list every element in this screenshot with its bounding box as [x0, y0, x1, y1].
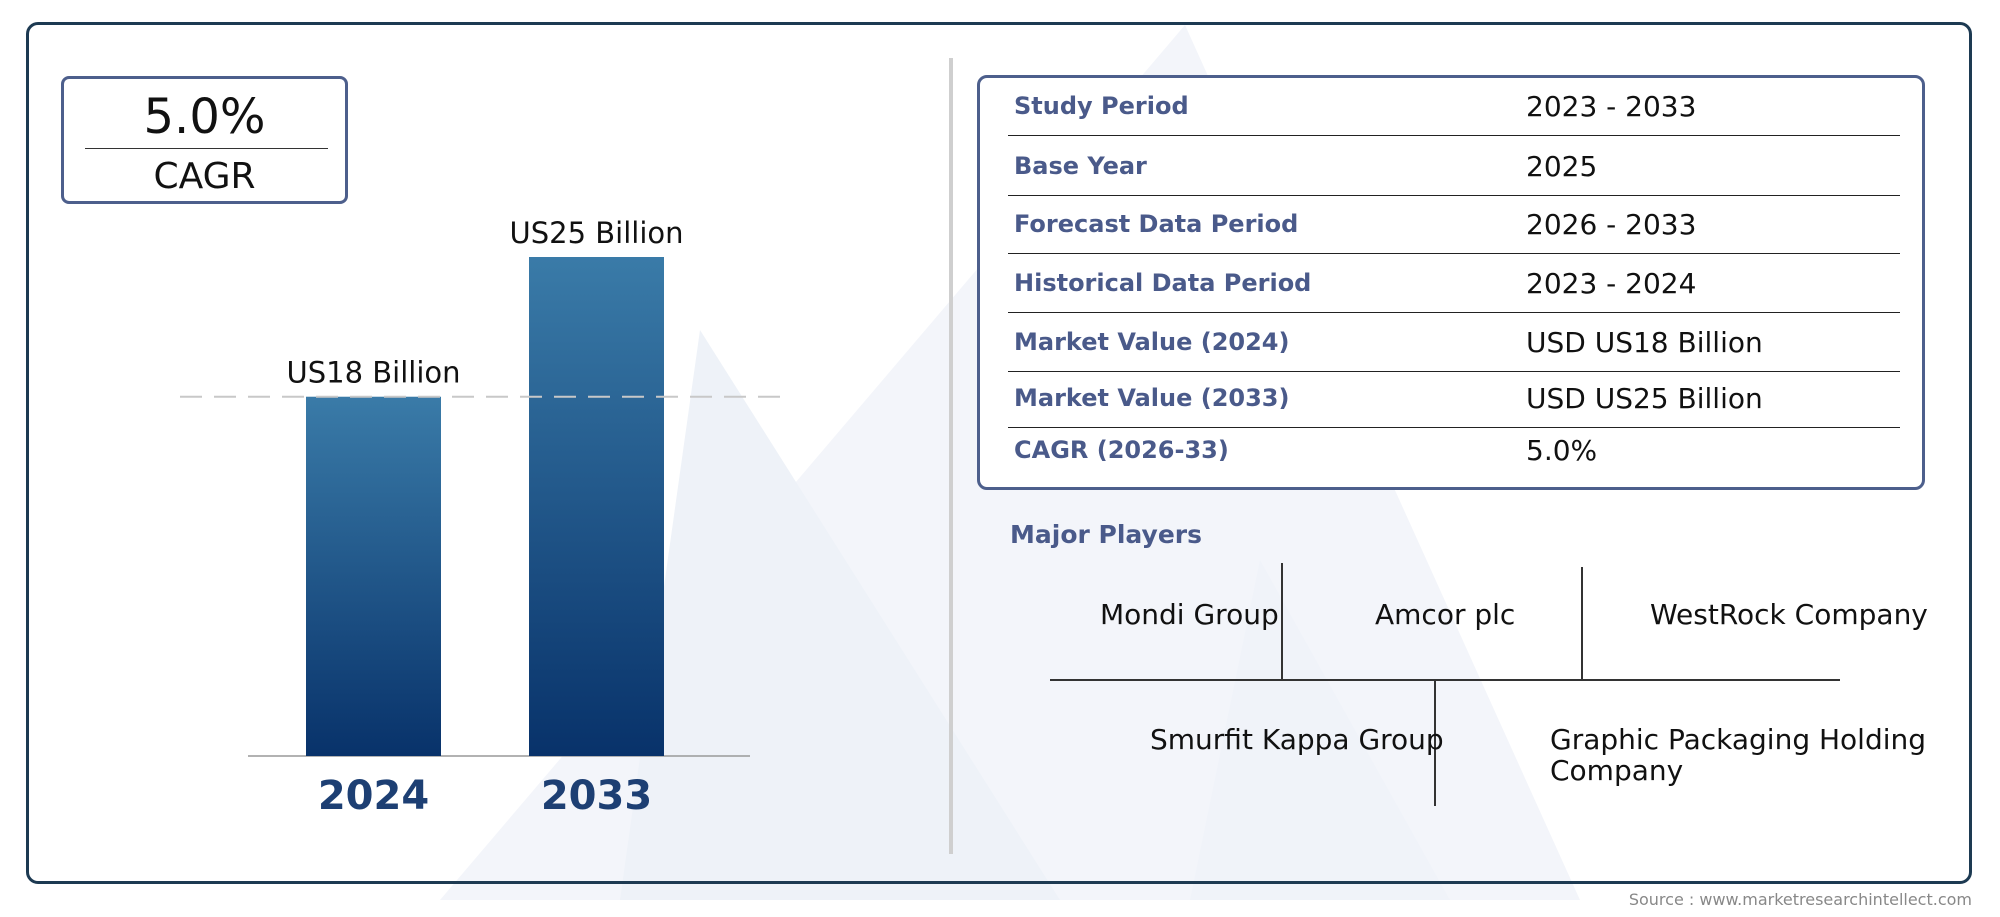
player-smurfit-kappa-group: Smurfit Kappa Group	[1150, 723, 1444, 756]
player-divider	[1581, 567, 1583, 679]
bar-value-label: US25 Billion	[510, 216, 684, 250]
info-row-key: Base Year	[1014, 152, 1147, 180]
player-mondi-group: Mondi Group	[1100, 598, 1279, 631]
info-row-key: Market Value (2024)	[1014, 328, 1290, 356]
bar-chart: US18 Billion 2024 US25 Billion 2033	[180, 216, 790, 819]
info-row: Market Value (2033) USD US25 Billion	[1008, 370, 1900, 428]
info-row-key: Forecast Data Period	[1014, 210, 1299, 238]
bar-2033	[529, 257, 664, 756]
info-row-key: Study Period	[1014, 92, 1189, 120]
section-divider	[949, 58, 953, 854]
bar-2024	[306, 396, 441, 756]
cagr-divider	[85, 148, 328, 149]
player-divider	[1434, 680, 1436, 806]
info-row: Market Value (2024) USD US18 Billion	[1008, 314, 1900, 372]
player-row-divider	[1050, 679, 1840, 681]
cagr-value: 5.0%	[143, 89, 266, 145]
info-row-key: Market Value (2033)	[1014, 384, 1290, 412]
source-attribution: Source : www.marketresearchintellect.com	[1628, 890, 1972, 909]
info-row-key: CAGR (2026-33)	[1014, 436, 1229, 464]
info-row: Study Period 2023 - 2033	[1008, 78, 1900, 136]
info-row-value: USD US18 Billion	[1526, 326, 1763, 359]
market-info-table: Study Period 2023 - 2033 Base Year 2025 Fore…	[977, 75, 1925, 490]
bar-value-label: US18 Billion	[287, 356, 461, 390]
info-row: Base Year 2025	[1008, 138, 1900, 196]
cagr-summary-box: 5.0% CAGR	[61, 76, 348, 204]
info-row: CAGR (2026-33) 5.0%	[1008, 422, 1900, 479]
info-row-key: Historical Data Period	[1014, 269, 1312, 297]
major-players-title: Major Players	[1010, 520, 1202, 549]
player-amcor-plc: Amcor plc	[1375, 598, 1516, 631]
category-label: 2024	[318, 773, 429, 819]
info-row-value: 2025	[1526, 150, 1598, 183]
info-row-value: 2023 - 2024	[1526, 267, 1697, 300]
player-divider	[1281, 563, 1283, 679]
player-westrock-company: WestRock Company	[1650, 598, 1928, 631]
cagr-label: CAGR	[153, 156, 256, 197]
info-row-value: 2023 - 2033	[1526, 90, 1697, 123]
info-row-value: 2026 - 2033	[1526, 208, 1697, 241]
info-row: Historical Data Period 2023 - 2024	[1008, 255, 1900, 313]
category-label: 2033	[541, 773, 652, 819]
player-graphic-packaging: Graphic Packaging Holding Company	[1550, 723, 1927, 787]
info-row-value: USD US25 Billion	[1526, 382, 1763, 415]
info-row: Forecast Data Period 2026 - 2033	[1008, 196, 1900, 254]
outer-frame	[26, 22, 1972, 884]
info-row-value: 5.0%	[1526, 434, 1598, 467]
